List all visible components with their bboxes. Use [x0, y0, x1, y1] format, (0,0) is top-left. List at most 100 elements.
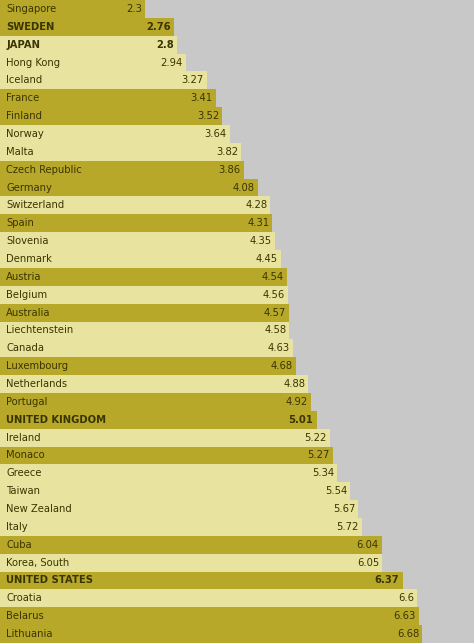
Text: Hong Kong: Hong Kong — [6, 57, 61, 68]
Text: 5.27: 5.27 — [308, 451, 330, 460]
Text: Belgium: Belgium — [6, 290, 47, 300]
Text: Norway: Norway — [6, 129, 44, 139]
Text: 4.45: 4.45 — [256, 254, 278, 264]
Text: Korea, South: Korea, South — [6, 557, 70, 568]
Bar — [0, 554, 383, 572]
Text: Iceland: Iceland — [6, 75, 43, 86]
Text: 2.3: 2.3 — [127, 4, 142, 14]
Bar — [0, 303, 289, 322]
Text: 5.54: 5.54 — [325, 486, 347, 496]
Text: Croatia: Croatia — [6, 593, 42, 603]
Bar — [0, 143, 241, 161]
Text: 2.94: 2.94 — [160, 57, 182, 68]
Text: Denmark: Denmark — [6, 254, 52, 264]
Text: Switzerland: Switzerland — [6, 201, 64, 210]
Text: 3.41: 3.41 — [190, 93, 212, 104]
Text: 2.76: 2.76 — [146, 22, 171, 32]
Text: Belarus: Belarus — [6, 611, 44, 621]
Text: Portugal: Portugal — [6, 397, 48, 407]
Text: 5.72: 5.72 — [336, 522, 358, 532]
Text: JAPAN: JAPAN — [6, 40, 40, 50]
Bar — [0, 214, 273, 232]
Text: Malta: Malta — [6, 147, 34, 157]
Text: 4.63: 4.63 — [267, 343, 290, 353]
Bar — [0, 322, 290, 340]
Text: 6.04: 6.04 — [356, 539, 379, 550]
Text: Spain: Spain — [6, 218, 34, 228]
Bar — [0, 71, 207, 89]
Text: 5.01: 5.01 — [289, 415, 313, 425]
Bar — [0, 375, 309, 393]
Bar — [0, 464, 337, 482]
Text: 3.86: 3.86 — [219, 165, 241, 175]
Text: 4.31: 4.31 — [247, 218, 269, 228]
Bar — [0, 268, 287, 285]
Bar — [0, 358, 296, 375]
Bar — [0, 89, 216, 107]
Text: 5.34: 5.34 — [312, 468, 334, 478]
Text: 4.92: 4.92 — [285, 397, 308, 407]
Text: 4.88: 4.88 — [283, 379, 305, 389]
Text: Taiwan: Taiwan — [6, 486, 40, 496]
Text: 6.63: 6.63 — [393, 611, 416, 621]
Bar — [0, 590, 417, 607]
Text: Greece: Greece — [6, 468, 42, 478]
Text: 4.28: 4.28 — [245, 201, 267, 210]
Bar — [0, 0, 146, 18]
Bar — [0, 393, 311, 411]
Bar — [0, 161, 244, 179]
Text: 4.08: 4.08 — [233, 183, 255, 192]
Text: Netherlands: Netherlands — [6, 379, 67, 389]
Bar — [0, 500, 358, 518]
Text: 4.54: 4.54 — [262, 272, 284, 282]
Text: 5.22: 5.22 — [304, 433, 327, 442]
Text: Australia: Australia — [6, 307, 51, 318]
Text: 4.35: 4.35 — [250, 236, 272, 246]
Text: Canada: Canada — [6, 343, 45, 353]
Bar — [0, 232, 275, 250]
Text: Monaco: Monaco — [6, 451, 45, 460]
Text: 3.27: 3.27 — [181, 75, 203, 86]
Text: SWEDEN: SWEDEN — [6, 22, 55, 32]
Text: Singapore: Singapore — [6, 4, 56, 14]
Bar — [0, 340, 292, 358]
Text: 4.56: 4.56 — [263, 290, 285, 300]
Bar — [0, 536, 382, 554]
Bar — [0, 197, 271, 214]
Text: 5.67: 5.67 — [333, 504, 355, 514]
Bar — [0, 411, 317, 429]
Text: 4.57: 4.57 — [264, 307, 286, 318]
Text: UNITED STATES: UNITED STATES — [6, 575, 93, 586]
Bar — [0, 607, 419, 625]
Bar — [0, 482, 350, 500]
Text: 6.68: 6.68 — [397, 629, 419, 639]
Text: Czech Republic: Czech Republic — [6, 165, 82, 175]
Text: Cuba: Cuba — [6, 539, 32, 550]
Text: Lithuania: Lithuania — [6, 629, 53, 639]
Bar — [0, 53, 186, 71]
Text: 4.58: 4.58 — [264, 325, 286, 336]
Bar — [0, 285, 288, 303]
Text: 2.8: 2.8 — [156, 40, 174, 50]
Text: 3.64: 3.64 — [205, 129, 227, 139]
Bar — [0, 18, 174, 36]
Text: Liechtenstein: Liechtenstein — [6, 325, 73, 336]
Text: 3.52: 3.52 — [197, 111, 219, 121]
Bar — [0, 36, 177, 53]
Bar — [0, 179, 258, 197]
Bar — [0, 125, 230, 143]
Text: New Zealand: New Zealand — [6, 504, 72, 514]
Text: Ireland: Ireland — [6, 433, 41, 442]
Text: Germany: Germany — [6, 183, 52, 192]
Text: UNITED KINGDOM: UNITED KINGDOM — [6, 415, 106, 425]
Text: 4.68: 4.68 — [271, 361, 292, 371]
Text: Luxembourg: Luxembourg — [6, 361, 68, 371]
Text: Italy: Italy — [6, 522, 28, 532]
Text: Slovenia: Slovenia — [6, 236, 49, 246]
Bar — [0, 250, 281, 268]
Bar — [0, 107, 222, 125]
Text: Finland: Finland — [6, 111, 42, 121]
Bar — [0, 572, 402, 590]
Text: 6.05: 6.05 — [357, 557, 379, 568]
Text: 6.37: 6.37 — [375, 575, 400, 586]
